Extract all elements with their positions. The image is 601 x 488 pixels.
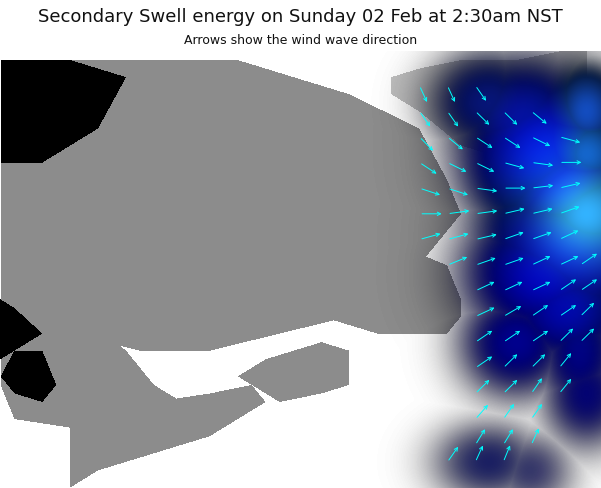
Text: Secondary Swell energy on Sunday 02 Feb at 2:30am NST: Secondary Swell energy on Sunday 02 Feb … <box>38 8 563 25</box>
Text: Arrows show the wind wave direction: Arrows show the wind wave direction <box>184 34 417 47</box>
